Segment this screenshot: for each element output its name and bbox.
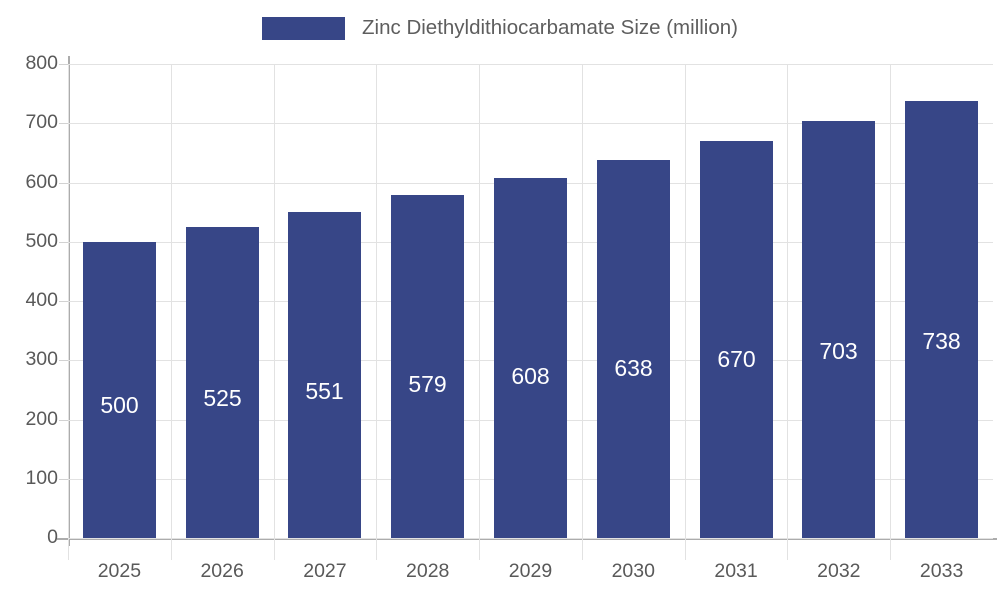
bar-value-label: 738	[922, 328, 961, 355]
bar[interactable]: 579	[391, 194, 464, 538]
x-tick-label: 2032	[817, 560, 861, 582]
bar-value-label: 525	[203, 385, 242, 412]
gridline-vertical	[890, 64, 891, 560]
y-tick-label: 500	[25, 229, 58, 252]
gridline-vertical	[787, 64, 788, 560]
bar[interactable]: 525	[186, 226, 259, 538]
bar[interactable]: 670	[700, 141, 773, 538]
bar-value-label: 703	[819, 337, 858, 364]
bar[interactable]: 500	[83, 241, 156, 538]
legend-label: Zinc Diethyldithiocarbamate Size (millio…	[362, 15, 738, 39]
bar-value-label: 638	[614, 354, 653, 381]
bar-value-label: 608	[511, 362, 550, 389]
y-tick-label: 100	[25, 466, 58, 489]
y-tick-label: 300	[25, 348, 58, 371]
bar[interactable]: 608	[494, 177, 567, 538]
y-tick-mark	[59, 301, 68, 302]
gridline-vertical	[171, 64, 172, 560]
bar[interactable]: 703	[802, 121, 875, 538]
y-tick-mark	[59, 419, 68, 421]
plot-area: 500 525 551 579 608 638 670 703 738	[68, 64, 993, 560]
y-tick-mark	[59, 64, 68, 65]
gridline-vertical	[274, 64, 275, 560]
y-axis-tick-labels: 0 100 200 300 400 500 600 700 800	[0, 0, 68, 600]
gridline-horizontal	[68, 538, 993, 539]
y-tick-mark	[59, 478, 68, 480]
gridline-vertical	[582, 64, 583, 560]
x-tick-label: 2028	[406, 560, 450, 582]
gridline-vertical	[685, 64, 686, 560]
legend-swatch-icon	[262, 16, 346, 40]
y-tick-label: 800	[25, 52, 58, 74]
x-tick-label: 2027	[303, 560, 347, 582]
bar-value-label: 551	[305, 378, 344, 405]
x-tick-label: 2031	[714, 560, 758, 582]
bar[interactable]: 638	[597, 160, 670, 538]
x-tick-label: 2025	[97, 560, 142, 582]
gridline-horizontal	[68, 123, 993, 125]
chart-legend: Zinc Diethyldithiocarbamate Size (millio…	[0, 10, 1000, 46]
x-tick-label: 2030	[611, 560, 655, 582]
y-tick-mark	[59, 182, 68, 184]
y-tick-mark	[59, 123, 68, 125]
y-tick-mark	[59, 360, 68, 362]
bar[interactable]: 551	[288, 211, 361, 538]
y-tick-label: 600	[25, 170, 58, 193]
x-tick-label: 2026	[200, 560, 244, 582]
bar-value-label: 670	[717, 346, 756, 373]
gridline-vertical	[479, 64, 480, 560]
bar-value-label: 579	[408, 370, 447, 397]
y-tick-label: 700	[25, 111, 58, 134]
x-tick-label: 2033	[919, 560, 964, 582]
x-tick-label: 2029	[508, 560, 553, 582]
bar[interactable]: 738	[905, 100, 978, 538]
y-tick-mark	[59, 241, 68, 243]
y-tick-label: 400	[25, 289, 58, 311]
gridline-vertical	[68, 64, 69, 560]
bar-value-label: 500	[100, 391, 139, 418]
legend-item-series-1[interactable]: Zinc Diethyldithiocarbamate Size (millio…	[262, 15, 738, 40]
y-tick-label: 200	[25, 407, 58, 430]
gridline-vertical	[376, 64, 377, 560]
y-tick-label: 0	[47, 526, 58, 548]
gridline-horizontal	[68, 64, 993, 65]
